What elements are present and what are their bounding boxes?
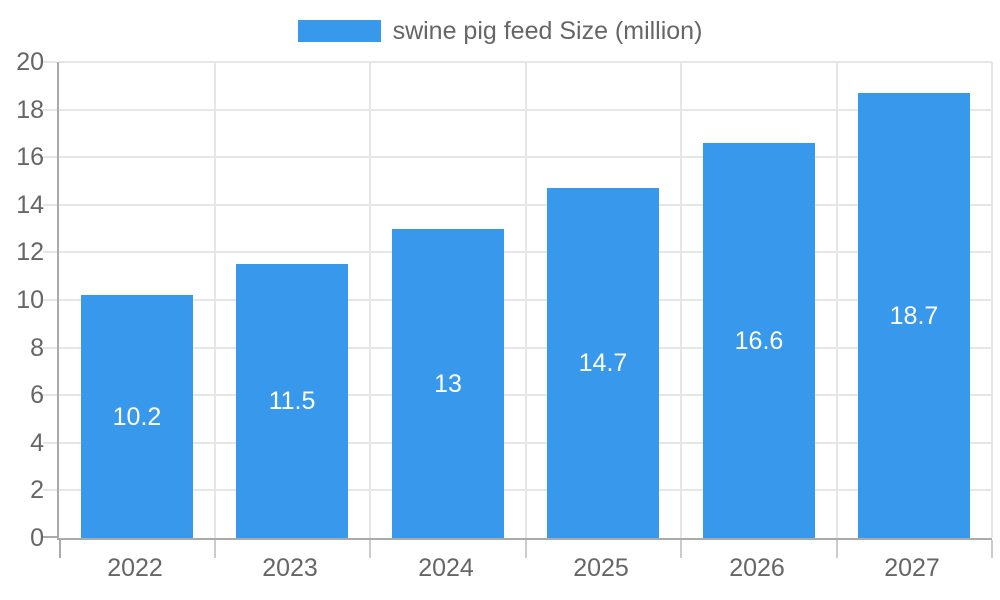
x-axis-tick xyxy=(214,540,216,558)
x-axis-tick xyxy=(836,540,838,558)
gridline-vertical xyxy=(680,62,682,538)
y-axis-label: 8 xyxy=(30,334,44,362)
y-axis-label: 0 xyxy=(30,524,44,552)
legend[interactable]: swine pig feed Size (million) xyxy=(0,18,1000,44)
y-axis-label: 16 xyxy=(16,143,44,171)
bar[interactable]: 18.7 xyxy=(858,93,970,538)
x-axis-label: 2022 xyxy=(107,554,163,582)
bar[interactable]: 11.5 xyxy=(236,264,348,538)
y-axis-label: 10 xyxy=(16,286,44,314)
y-axis-tick xyxy=(43,347,57,349)
x-axis-tick xyxy=(680,540,682,558)
bar-value-label: 10.2 xyxy=(112,402,162,431)
gridline-vertical xyxy=(214,62,216,538)
gridline-vertical xyxy=(991,62,993,538)
bar[interactable]: 14.7 xyxy=(547,188,659,538)
bar[interactable]: 16.6 xyxy=(703,143,815,538)
x-axis-label: 2024 xyxy=(418,554,474,582)
legend-label: swine pig feed Size (million) xyxy=(392,17,703,45)
legend-swatch-icon xyxy=(297,20,381,42)
bar[interactable]: 13 xyxy=(392,229,504,538)
x-axis-label: 2027 xyxy=(884,554,940,582)
x-axis-tick xyxy=(369,540,371,558)
y-axis-tick xyxy=(43,204,57,206)
bar[interactable]: 10.2 xyxy=(81,295,193,538)
y-axis-tick xyxy=(43,61,57,63)
bar-value-label: 18.7 xyxy=(889,301,939,330)
y-axis-label: 12 xyxy=(16,238,44,266)
y-axis-tick xyxy=(43,442,57,444)
bar-value-label: 13 xyxy=(434,369,462,398)
gridline-vertical xyxy=(836,62,838,538)
x-axis-tick xyxy=(59,540,61,558)
x-axis-tick xyxy=(991,540,993,558)
bar-value-label: 11.5 xyxy=(268,387,316,415)
y-axis-tick xyxy=(43,109,57,111)
gridline-vertical xyxy=(525,62,527,538)
y-axis-label: 6 xyxy=(30,381,44,409)
y-axis-tick xyxy=(43,394,57,396)
bar-value-label: 16.6 xyxy=(734,326,784,355)
y-axis-label: 4 xyxy=(30,429,44,457)
gridline-vertical xyxy=(369,62,371,538)
bar-value-label: 14.7 xyxy=(578,349,628,377)
y-axis-tick xyxy=(43,536,57,538)
y-axis-label: 2 xyxy=(30,476,44,504)
y-axis-tick xyxy=(43,489,57,491)
x-axis-label: 2025 xyxy=(573,554,629,582)
y-axis-tick xyxy=(43,299,57,301)
y-axis-tick xyxy=(43,251,57,253)
y-axis-label: 20 xyxy=(16,48,44,76)
x-axis-tick xyxy=(525,540,527,558)
x-axis-label: 2023 xyxy=(262,554,318,582)
y-axis-label: 14 xyxy=(16,191,44,219)
plot-area: 10.2 11.5 13 14.7 16.6 18.7 xyxy=(43,61,993,558)
x-axis-label: 2026 xyxy=(729,554,785,582)
y-axis-tick xyxy=(43,156,57,158)
y-axis-label: 18 xyxy=(16,96,44,124)
